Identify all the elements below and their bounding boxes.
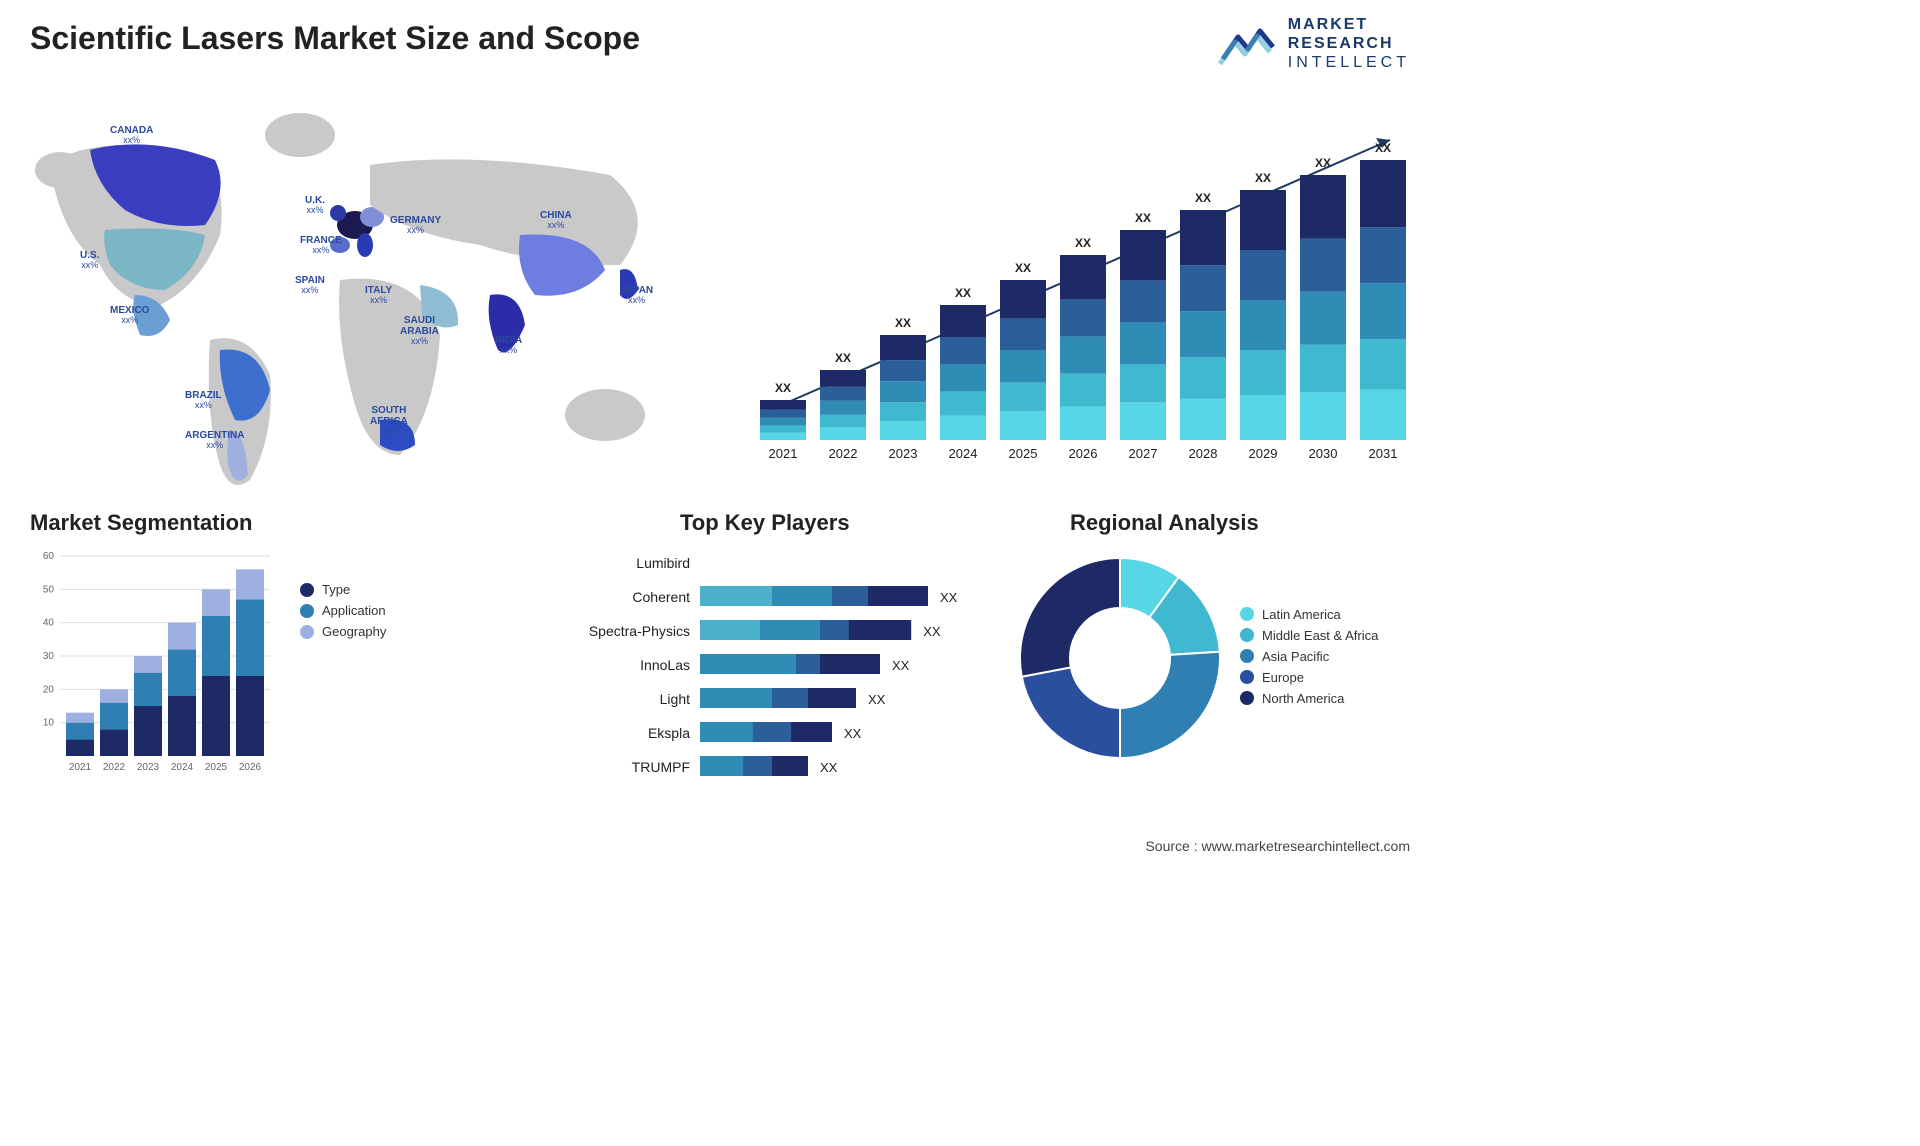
svg-text:Spectra-Physics: Spectra-Physics (589, 623, 690, 639)
svg-text:60: 60 (43, 551, 55, 562)
svg-text:10: 10 (43, 718, 55, 729)
map-label: GERMANYxx% (390, 215, 441, 236)
world-map: CANADAxx% U.S.xx% MEXICOxx% BRAZILxx% ARGENT… (20, 95, 700, 495)
svg-text:Light: Light (660, 691, 690, 707)
svg-text:2024: 2024 (949, 446, 978, 461)
svg-text:XX: XX (955, 286, 971, 300)
map-label: U.K.xx% (305, 195, 325, 216)
svg-text:XX: XX (940, 590, 958, 605)
svg-text:InnoLas: InnoLas (640, 657, 690, 673)
map-label: SAUDIARABIAxx% (400, 315, 439, 347)
map-label: JAPANxx% (620, 285, 653, 306)
svg-text:2023: 2023 (889, 446, 918, 461)
brand-logo: MARKET RESEARCH INTELLECT (1218, 15, 1410, 73)
svg-text:Coherent: Coherent (632, 589, 690, 605)
regional-section: Regional Analysis Latin America Middle Ea… (1010, 510, 1430, 800)
map-label: SOUTHAFRICAxx% (370, 405, 408, 437)
svg-text:50: 50 (43, 584, 55, 595)
logo-mark-icon (1218, 19, 1278, 69)
svg-text:XX: XX (1315, 156, 1331, 170)
svg-text:2030: 2030 (1309, 446, 1338, 461)
svg-text:2028: 2028 (1189, 446, 1218, 461)
svg-text:XX: XX (1015, 261, 1031, 275)
logo-line-2: RESEARCH (1288, 34, 1410, 53)
svg-text:2021: 2021 (769, 446, 798, 461)
svg-text:XX: XX (1135, 211, 1151, 225)
svg-text:XX: XX (892, 658, 910, 673)
segmentation-section: Market Segmentation 10 20 30 40 50 60 2021 2022… (30, 510, 470, 800)
map-label: BRAZILxx% (185, 390, 222, 411)
map-label: MEXICOxx% (110, 305, 149, 326)
map-label: ARGENTINAxx% (185, 430, 244, 451)
svg-text:Lumibird: Lumibird (636, 555, 690, 571)
svg-text:XX: XX (820, 760, 838, 775)
svg-text:XX: XX (1375, 141, 1391, 155)
legend-item: Europe (1240, 670, 1378, 685)
page-title: Scientific Lasers Market Size and Scope (30, 20, 640, 57)
regional-heading: Regional Analysis (1070, 510, 1430, 536)
svg-text:XX: XX (1195, 191, 1211, 205)
segmentation-heading: Market Segmentation (30, 510, 470, 536)
svg-text:2022: 2022 (829, 446, 858, 461)
svg-text:2031: 2031 (1369, 446, 1398, 461)
legend-item: Asia Pacific (1240, 649, 1378, 664)
svg-text:Ekspla: Ekspla (648, 725, 690, 741)
legend-item: North America (1240, 691, 1378, 706)
svg-text:XX: XX (923, 624, 941, 639)
map-label: FRANCExx% (300, 235, 342, 256)
svg-text:2022: 2022 (103, 762, 126, 773)
key-players-section: Top Key Players Lumibird Coherent XX Spectr… (580, 510, 1000, 800)
svg-text:2025: 2025 (1009, 446, 1038, 461)
svg-text:40: 40 (43, 618, 55, 629)
source-text: Source : www.marketresearchintellect.com (1145, 838, 1410, 854)
svg-text:XX: XX (844, 726, 862, 741)
svg-text:2024: 2024 (171, 762, 194, 773)
svg-text:XX: XX (895, 316, 911, 330)
svg-text:30: 30 (43, 651, 55, 662)
svg-text:20: 20 (43, 684, 55, 695)
players-heading: Top Key Players (680, 510, 1000, 536)
svg-text:XX: XX (868, 692, 886, 707)
logo-line-3: INTELLECT (1288, 53, 1410, 72)
map-label: CANADAxx% (110, 125, 153, 146)
svg-text:2023: 2023 (137, 762, 160, 773)
regional-legend: Latin America Middle East & Africa Asia Pa… (1240, 601, 1378, 712)
svg-text:XX: XX (1075, 236, 1091, 250)
svg-text:XX: XX (835, 351, 851, 365)
svg-text:2025: 2025 (205, 762, 228, 773)
svg-text:2021: 2021 (69, 762, 92, 773)
legend-item: Geography (300, 624, 386, 639)
map-label: ITALYxx% (365, 285, 392, 306)
map-label: INDIAxx% (495, 335, 522, 356)
legend-item: Type (300, 582, 386, 597)
world-map-svg (20, 95, 700, 495)
svg-text:XX: XX (1255, 171, 1271, 185)
map-label: U.S.xx% (80, 250, 99, 271)
growth-chart: XX 2021 XX 2022 XX 2023 XX 2024 XX 2025 XX 2026 XX 20… (740, 100, 1420, 470)
logo-line-1: MARKET (1288, 15, 1410, 34)
svg-text:2027: 2027 (1129, 446, 1158, 461)
segmentation-legend: Type Application Geography (300, 546, 386, 786)
map-label: SPAINxx% (295, 275, 325, 296)
svg-text:2029: 2029 (1249, 446, 1278, 461)
legend-item: Latin America (1240, 607, 1378, 622)
map-label: CHINAxx% (540, 210, 572, 231)
legend-item: Middle East & Africa (1240, 628, 1378, 643)
legend-item: Application (300, 603, 386, 618)
svg-text:2026: 2026 (239, 762, 262, 773)
svg-text:XX: XX (775, 381, 791, 395)
svg-text:2026: 2026 (1069, 446, 1098, 461)
svg-text:TRUMPF: TRUMPF (632, 759, 690, 775)
